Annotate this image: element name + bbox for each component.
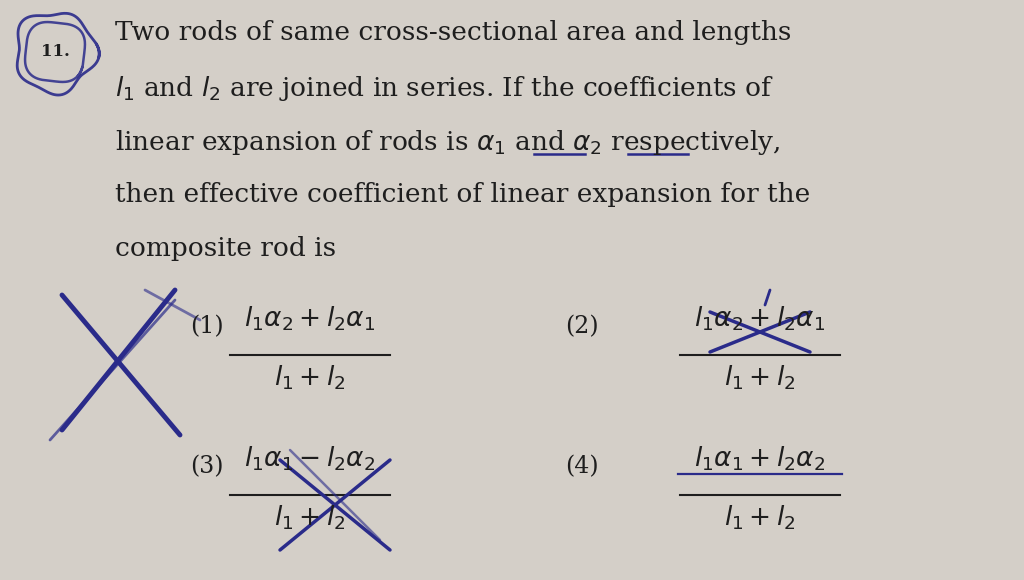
Text: (1): (1) (190, 315, 223, 338)
Text: (4): (4) (565, 455, 599, 478)
Text: $l_1$ and $l_2$ are joined in series. If the coefficients of: $l_1$ and $l_2$ are joined in series. If… (115, 74, 774, 103)
Text: $l_1\alpha_2 + l_2\alpha_1$: $l_1\alpha_2 + l_2\alpha_1$ (694, 304, 825, 333)
Text: $l_1\alpha_2 + l_2\alpha_1$: $l_1\alpha_2 + l_2\alpha_1$ (245, 304, 376, 333)
Text: then effective coefficient of linear expansion for the: then effective coefficient of linear exp… (115, 182, 810, 207)
Text: linear expansion of rods is $\alpha_1$ and $\alpha_2$ respectively,: linear expansion of rods is $\alpha_1$ a… (115, 128, 780, 157)
Text: $l_1\alpha_1 - l_2\alpha_2$: $l_1\alpha_1 - l_2\alpha_2$ (245, 444, 376, 473)
Text: $l_1 + l_2$: $l_1 + l_2$ (274, 503, 346, 531)
Text: composite rod is: composite rod is (115, 236, 336, 261)
Text: $l_1\alpha_1 + l_2\alpha_2$: $l_1\alpha_1 + l_2\alpha_2$ (694, 444, 825, 473)
Text: (3): (3) (190, 455, 223, 478)
Text: $l_1 + l_2$: $l_1 + l_2$ (274, 363, 346, 392)
Text: Two rods of same cross-sectional area and lengths: Two rods of same cross-sectional area an… (115, 20, 792, 45)
Text: $l_1 + l_2$: $l_1 + l_2$ (724, 363, 796, 392)
Text: 11.: 11. (41, 44, 70, 60)
Text: $l_1 + l_2$: $l_1 + l_2$ (724, 503, 796, 531)
Text: (2): (2) (565, 315, 599, 338)
